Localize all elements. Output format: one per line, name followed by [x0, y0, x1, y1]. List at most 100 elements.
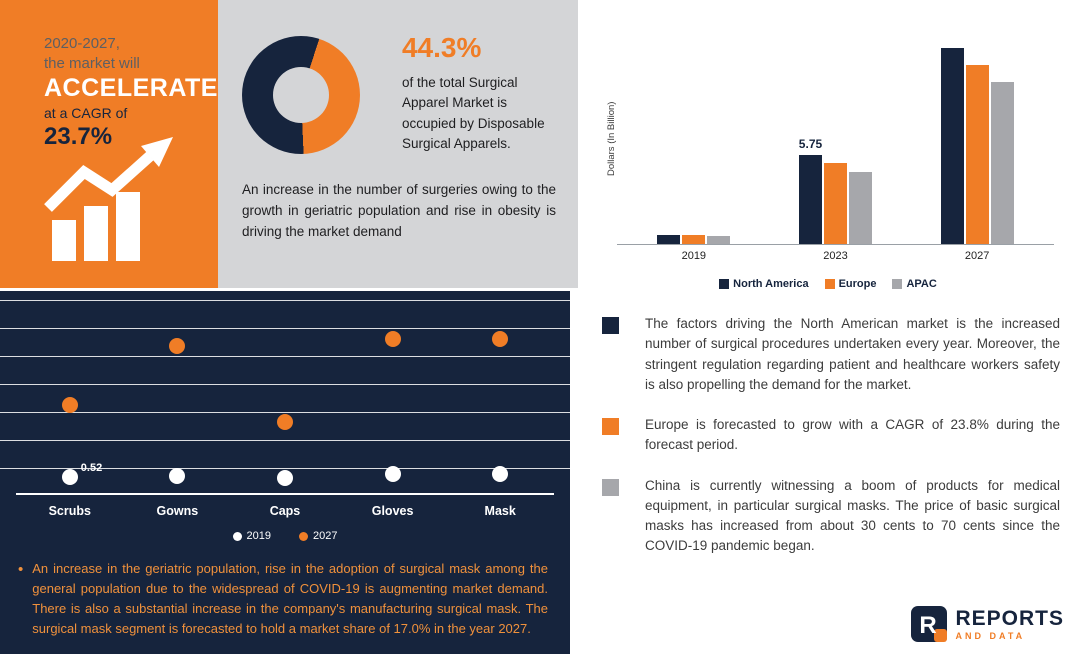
left-column: 2020-2027, the market will ACCELERATE at… — [0, 0, 578, 654]
legend-label: Europe — [838, 278, 877, 290]
bar-x-tick-2023: 2023 — [823, 250, 848, 262]
dot-2019-caps — [276, 469, 293, 486]
growth-arrow-icon — [44, 137, 173, 261]
gridline — [0, 328, 570, 329]
legend-item-apac: APAC — [892, 278, 937, 290]
bar-chart-legend: North America Europe APAC — [592, 278, 1064, 290]
cagr-label: at a CAGR of — [44, 105, 128, 122]
bullet-swatch — [602, 317, 619, 334]
dot-column-gowns — [124, 299, 232, 495]
cagr-lead: the market will — [44, 54, 140, 72]
legend-item-north-america: North America — [719, 278, 809, 290]
logo-tagline: AND DATA — [955, 630, 1026, 641]
bar-apac-2023 — [848, 172, 872, 244]
bar-north-america-2019 — [657, 234, 681, 244]
bullet-row-2: Europe is forecasted to grow with a CAGR… — [602, 415, 1060, 456]
dot-legend-label: 2027 — [313, 530, 338, 542]
bar-apac-2019 — [707, 236, 731, 244]
bar-plot: 5.75 — [617, 34, 1054, 245]
bar-chart-area: Dollars (In Billion) 5.75 2019 2023 2027 — [606, 34, 1054, 262]
dot-x-tick-gloves: Gloves — [371, 504, 414, 518]
bar-chart-x-labels: 2019 2023 2027 — [617, 250, 1054, 262]
reports-and-data-logo: R REPORTS AND DATA — [911, 606, 1064, 642]
dot-column-gloves — [339, 299, 447, 495]
bullet-text: China is currently witnessing a boom of … — [645, 477, 1060, 554]
donut-text: 44.3% of the total Surgical Apparel Mark… — [402, 32, 560, 154]
dot-plot: 0.52 — [0, 299, 570, 495]
dot-2027-caps — [276, 414, 293, 431]
gridline — [0, 468, 570, 469]
bullet-row-3: China is currently witnessing a boom of … — [602, 476, 1060, 557]
dot-2019-gowns — [169, 467, 186, 484]
mask-note: • An increase in the geriatric populatio… — [18, 559, 548, 640]
cagr-value: 23.7% — [44, 123, 113, 151]
bar-north-america-2023: 5.75 — [799, 137, 822, 244]
bar-europe-2023 — [823, 163, 847, 244]
donut-percentage: 44.3% — [401, 32, 482, 63]
legend-swatch — [892, 279, 903, 289]
bar-apac-2027 — [990, 82, 1014, 244]
legend-label: North America — [733, 278, 809, 290]
bullet-dot: • — [18, 561, 24, 578]
bar-value-label: 5.75 — [798, 136, 823, 151]
bar-x-tick-2019: 2019 — [681, 250, 707, 262]
dot-column-caps — [231, 299, 339, 495]
dot-2019-gloves — [384, 466, 401, 483]
dot-x-tick-mask: Mask — [484, 504, 516, 518]
donut-description: of the total Surgical Apparel Market is … — [401, 75, 545, 151]
bullet-row-1: The factors driving the North American m… — [602, 314, 1060, 395]
logo-text: REPORTS AND DATA — [955, 608, 1064, 641]
legend-swatch — [719, 279, 730, 289]
dot-legend-swatch — [299, 531, 308, 541]
gridline — [0, 356, 570, 357]
bar-europe-2019 — [682, 235, 706, 244]
dot-legend-swatch — [232, 531, 242, 541]
bar-group-2019 — [649, 234, 739, 244]
dot-2019-mask — [492, 465, 509, 482]
top-row: 2020-2027, the market will ACCELERATE at… — [0, 0, 578, 288]
right-column: Dollars (In Billion) 5.75 2019 2023 2027 N… — [570, 0, 1080, 654]
bullet-swatch — [602, 478, 619, 496]
bar-chart-y-axis-label: Dollars (In Billion) — [606, 101, 617, 177]
dot-legend-item-2019: 2019 — [232, 530, 271, 542]
dot-column-scrubs: 0.52 — [16, 299, 124, 495]
bar-chart: 5.75 2019 2023 2027 — [617, 34, 1054, 262]
dot-plot-legend: 2019 2027 — [0, 530, 570, 542]
dot-x-tick-gowns: Gowns — [156, 504, 199, 518]
legend-swatch — [824, 279, 835, 289]
legend-label: APAC — [906, 278, 937, 290]
gridline — [0, 440, 570, 441]
dot-plot-axis — [16, 493, 554, 495]
donut-row: 44.3% of the total Surgical Apparel Mark… — [241, 32, 560, 154]
bullet-swatch — [602, 418, 619, 435]
dot-legend-item-2027: 2027 — [299, 530, 337, 542]
region-bullets: The factors driving the North American m… — [592, 314, 1064, 557]
reports-and-data-logo-icon: R — [911, 606, 948, 642]
gridline — [0, 412, 570, 413]
dot-2027-mask — [492, 331, 509, 348]
bar-group-2023: 5.75 — [790, 137, 880, 244]
gridline — [0, 300, 570, 301]
bar-group-2027 — [932, 48, 1022, 244]
svg-text:R: R — [920, 612, 937, 639]
dot-2019-scrubs — [61, 469, 78, 485]
cagr-years: 2020-2027, — [44, 35, 120, 52]
dot-columns: 0.52 — [16, 299, 554, 495]
dot-2027-gowns — [169, 338, 186, 354]
bullet-text: Europe is forecasted to grow with a CAGR… — [645, 417, 1060, 453]
cagr-accelerate: ACCELERATE — [44, 74, 218, 102]
mask-note-text: An increase in the geriatric population,… — [32, 561, 548, 637]
logo-brand-name: REPORTS — [955, 606, 1064, 630]
dot-chart-panel: 0.52 Scrubs Gowns Caps Gloves Mask 2019 2027 … — [0, 291, 570, 654]
surgeries-note: An increase in the number of surgeries o… — [241, 182, 556, 239]
legend-item-europe: Europe — [824, 278, 877, 290]
bar-europe-2027 — [965, 65, 989, 244]
bar-north-america-2027 — [940, 48, 964, 244]
dot-plot-x-labels: Scrubs Gowns Caps Gloves Mask — [16, 504, 554, 518]
cagr-panel: 2020-2027, the market will ACCELERATE at… — [0, 0, 218, 288]
bar-x-tick-2027: 2027 — [964, 250, 990, 262]
dot-column-mask — [446, 299, 554, 495]
dot-x-tick-scrubs: Scrubs — [48, 504, 91, 518]
donut-panel: 44.3% of the total Surgical Apparel Mark… — [217, 0, 578, 288]
